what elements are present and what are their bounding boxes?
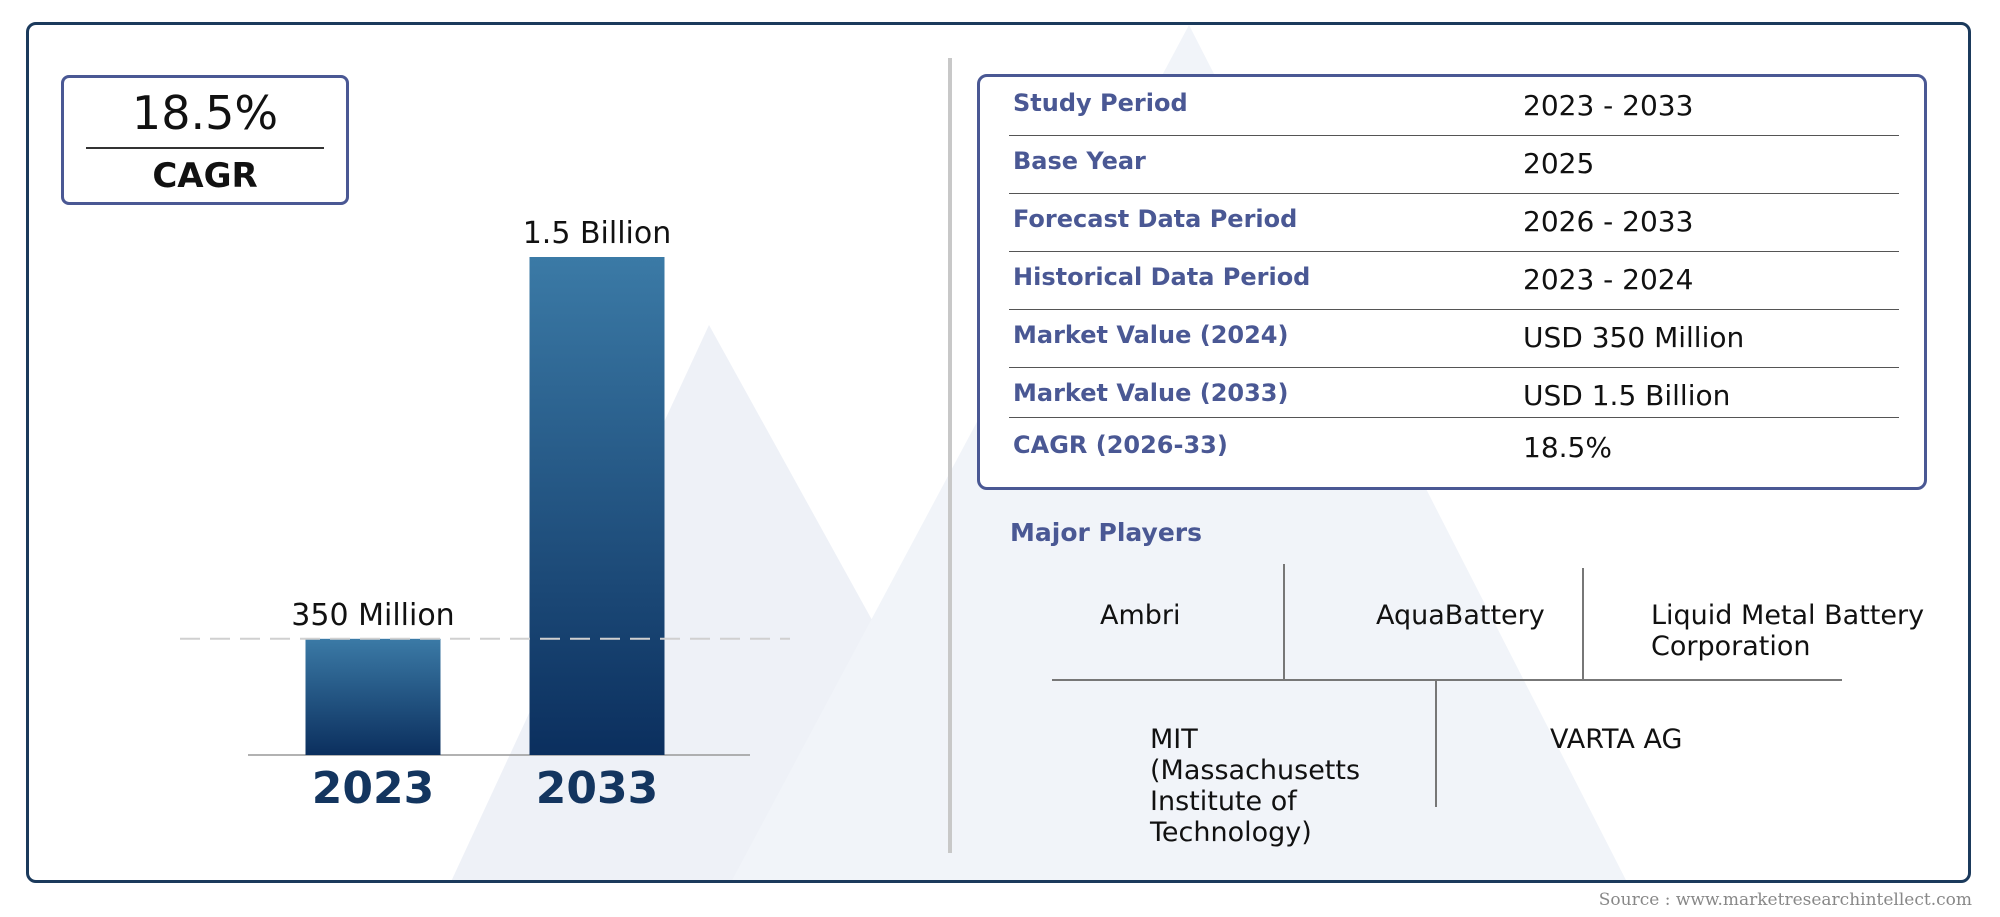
info-row-market-value-2033: Market Value (2033) USD 1.5 Billion	[1009, 367, 1899, 418]
info-label: Market Value (2024)	[1013, 321, 1289, 349]
player-ambri: Ambri	[1100, 600, 1181, 631]
info-row-base-year: Base Year 2025	[1009, 135, 1899, 194]
info-label: CAGR (2026-33)	[1013, 431, 1228, 459]
info-label: Forecast Data Period	[1013, 205, 1298, 233]
players-divider	[1582, 568, 1584, 679]
info-value: 2025	[1523, 147, 1595, 180]
player-varta: VARTA AG	[1550, 724, 1683, 755]
players-divider	[1052, 679, 1842, 681]
info-value: 2026 - 2033	[1523, 205, 1694, 238]
players-divider	[1435, 680, 1437, 807]
info-value: 2023 - 2033	[1523, 89, 1694, 122]
info-value: USD 1.5 Billion	[1523, 379, 1731, 412]
x-tick-label: 2023	[312, 763, 434, 814]
info-label: Base Year	[1013, 147, 1146, 175]
info-label: Study Period	[1013, 89, 1188, 117]
market-info-table: Study Period 2023 - 2033 Base Year 2025 …	[977, 74, 1927, 490]
info-row-forecast-period: Forecast Data Period 2026 - 2033	[1009, 193, 1899, 252]
bar-2023	[305, 638, 441, 755]
info-row-study-period: Study Period 2023 - 2033	[1009, 77, 1899, 136]
info-value: USD 350 Million	[1523, 321, 1745, 354]
major-players-title: Major Players	[1010, 518, 1202, 547]
info-row-market-value-2024: Market Value (2024) USD 350 Million	[1009, 309, 1899, 368]
player-liquid-metal-battery: Liquid Metal Battery Corporation	[1651, 600, 1925, 662]
info-row-historical-period: Historical Data Period 2023 - 2024	[1009, 251, 1899, 310]
info-value: 18.5%	[1523, 431, 1612, 464]
cagr-badge: 18.5% CAGR	[61, 75, 349, 205]
cagr-value: 18.5%	[131, 86, 279, 140]
info-value: 2023 - 2024	[1523, 263, 1694, 296]
bar-data-label: 1.5 Billion	[523, 216, 672, 251]
cagr-label: CAGR	[152, 156, 258, 196]
player-aquabattery: AquaBattery	[1376, 600, 1545, 631]
section-divider	[948, 58, 952, 853]
bar-2033	[529, 257, 665, 755]
bar-data-label: 350 Million	[291, 598, 454, 633]
player-mit: MIT (Massachusetts Institute of Technolo…	[1150, 724, 1361, 848]
bar-chart: 350 Million 2023 1.5 Billion 2033	[180, 216, 790, 814]
info-label: Market Value (2033)	[1013, 379, 1289, 407]
source-credit: Source : www.marketresearchintellect.com	[1598, 890, 1972, 910]
info-label: Historical Data Period	[1013, 263, 1311, 291]
info-row-cagr: CAGR (2026-33) 18.5%	[1009, 419, 1899, 477]
cagr-divider	[86, 147, 324, 149]
players-divider	[1283, 564, 1285, 679]
x-tick-label: 2033	[536, 763, 658, 814]
